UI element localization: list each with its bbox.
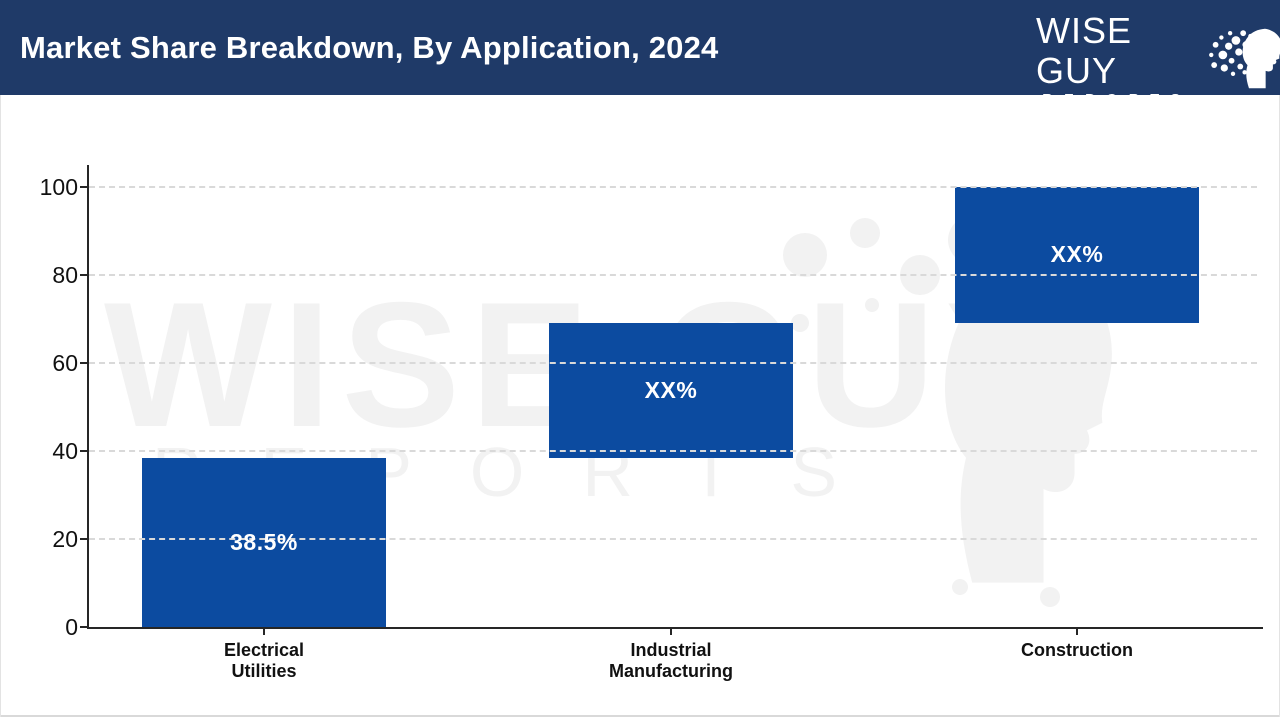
y-tick-mark [80,538,88,540]
x-axis-line [87,627,1263,629]
page-title: Market Share Breakdown, By Application, … [20,29,719,65]
brand-face-icon [1209,28,1280,89]
y-tick-label: 80 [52,262,78,288]
y-tick-mark [80,450,88,452]
bar-construction [955,187,1199,323]
category-label: Electrical Utilities [223,640,305,681]
brand-subtitle: REPORTS [1042,91,1192,108]
y-tick-label: 20 [52,526,78,552]
y-tick-mark [80,186,88,188]
brand-logo: WISE GUY REPORTS [1036,11,1280,109]
y-tick-mark [80,274,88,276]
bar-value-label: XX% [644,376,698,403]
bar-electrical-utilities [142,457,386,627]
header-bar: Market Share Breakdown, By Application, … [0,0,1280,108]
y-axis-line [87,165,89,629]
y-tick-label: 0 [65,614,78,640]
bar-value-label: XX% [1050,241,1104,268]
left-border-line [0,95,1,717]
y-tick-mark [80,362,88,364]
y-tick-mark [80,626,88,628]
bar-value-label: 38.5% [230,528,298,555]
brand-name: WISE GUY [1036,10,1133,91]
y-tick-label: 60 [52,350,78,376]
gridline-100 [89,186,1257,188]
brand-wordmark: WISE GUY REPORTS [1036,11,1202,109]
category-label: Construction [1021,640,1133,660]
gridline-40 [89,450,1257,452]
x-tick-mark [1076,629,1078,635]
gridline-80 [89,274,1257,276]
gridline-60 [89,362,1257,364]
x-tick-mark [670,629,672,635]
bar-industrial-manufacturing [549,322,793,458]
chart-plot-area: WISE GUY REPORTS 0 20 40 60 80 100 38.5% Electr… [0,95,1280,720]
y-tick-label: 40 [52,438,78,464]
bottom-border-line [0,715,1280,717]
x-tick-mark [263,629,265,635]
gridline-20 [89,538,1257,540]
y-tick-label: 100 [39,174,78,200]
category-label: Industrial Manufacturing [609,640,733,681]
